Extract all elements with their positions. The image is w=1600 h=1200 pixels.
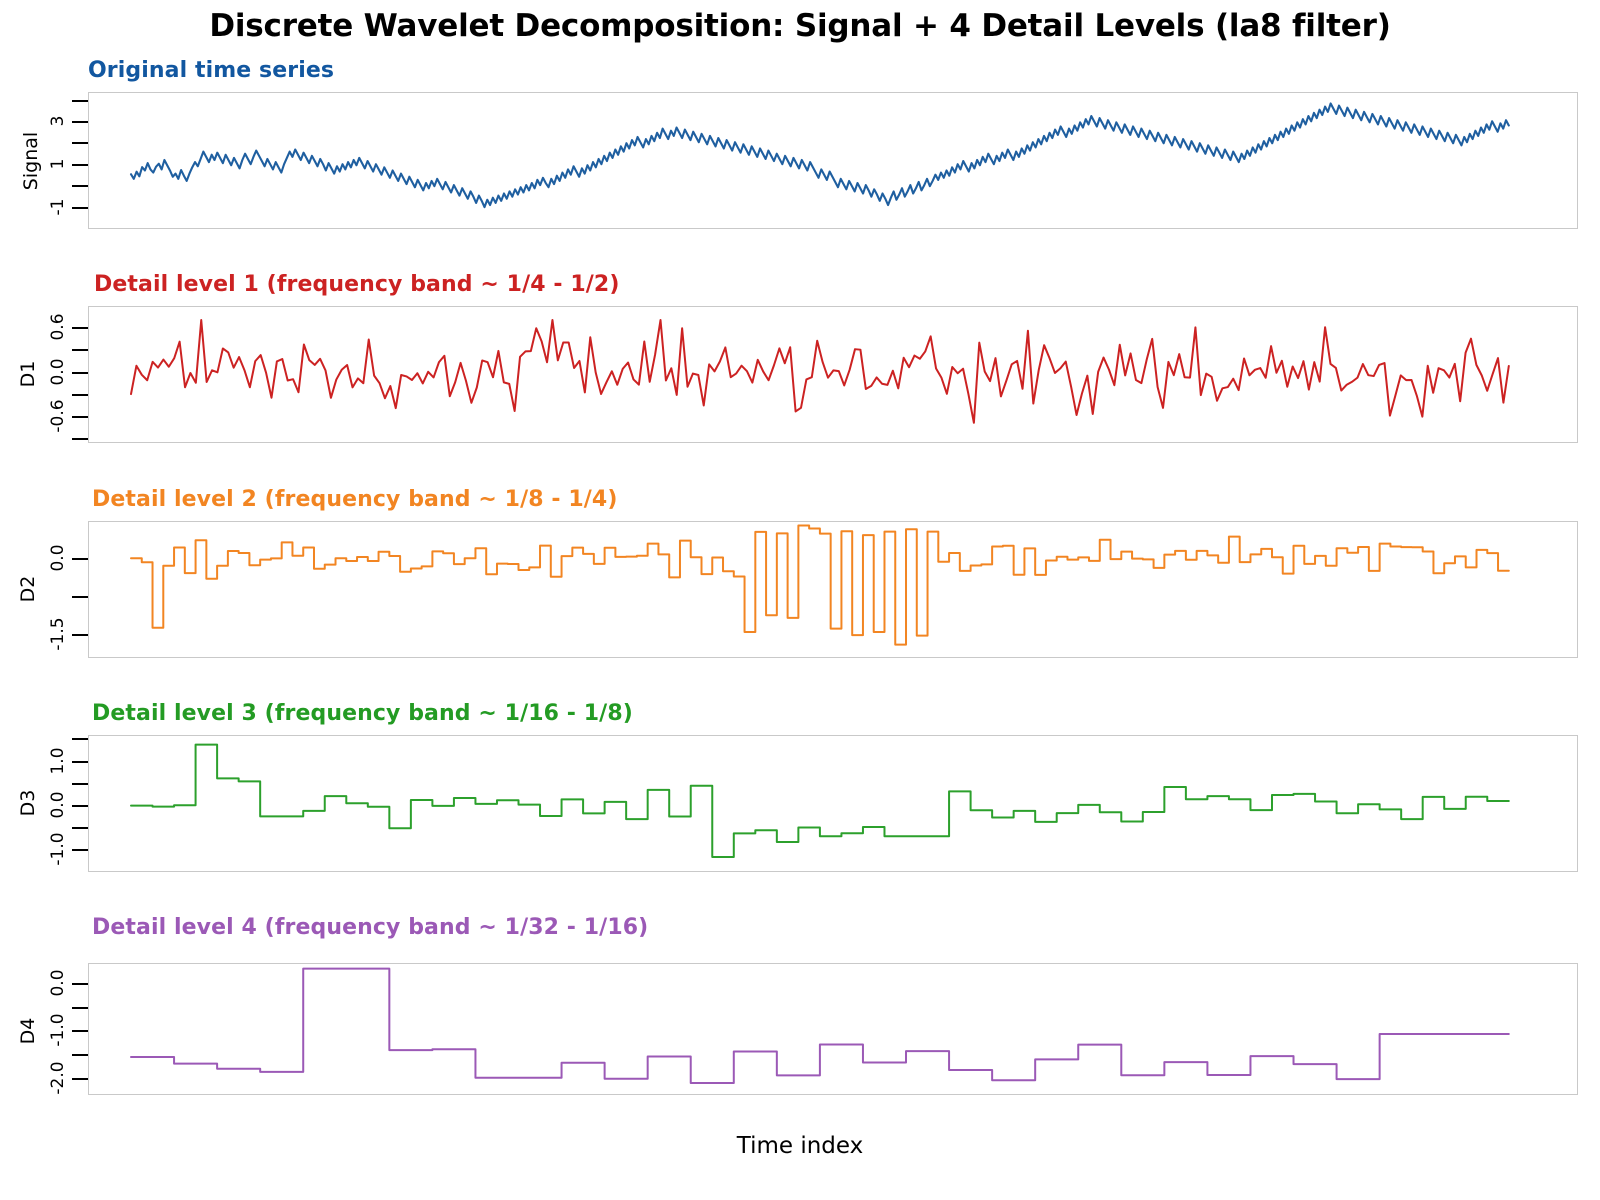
y-tick-mark xyxy=(72,848,88,851)
y-minor-tick-mark xyxy=(72,438,88,441)
panel-d4-ylabel: D4 xyxy=(17,1017,39,1045)
y-tick-label: 0.0 xyxy=(48,544,68,572)
series-line xyxy=(130,524,1510,646)
y-tick-mark xyxy=(72,416,88,419)
panel-d1-title: Detail level 1 (frequency band ~ 1/4 - 1… xyxy=(94,272,620,297)
y-tick-mark xyxy=(72,983,88,986)
panel-d2-plot xyxy=(88,521,1578,658)
y-minor-tick-mark xyxy=(72,782,88,785)
y-tick-mark xyxy=(72,760,88,763)
y-minor-tick-mark xyxy=(72,1053,88,1056)
y-tick-label: -1.5 xyxy=(48,617,68,651)
panel-d3-plot xyxy=(88,735,1578,872)
y-tick-label: 3 xyxy=(48,115,68,127)
y-minor-tick-mark xyxy=(72,826,88,829)
y-minor-tick-mark xyxy=(72,185,88,188)
panel-d3-title: Detail level 3 (frequency band ~ 1/16 - … xyxy=(92,701,633,726)
y-minor-tick-mark xyxy=(72,393,88,396)
panel-signal-title: Original time series xyxy=(88,58,335,83)
y-minor-tick-mark xyxy=(72,142,88,145)
y-minor-tick-mark xyxy=(72,596,88,599)
y-minor-tick-mark xyxy=(72,349,88,352)
panel-d4-title: Detail level 4 (frequency band ~ 1/32 - … xyxy=(92,915,649,940)
panel-d1-plot xyxy=(88,306,1578,443)
y-tick-mark xyxy=(72,206,88,209)
y-tick-label: 0.0 xyxy=(48,969,68,997)
y-minor-tick-mark xyxy=(72,1006,88,1009)
y-tick-mark xyxy=(72,163,88,166)
series-line xyxy=(130,743,1510,859)
y-tick-mark xyxy=(72,327,88,330)
series-line xyxy=(129,102,1510,209)
panel-signal-ylabel: Signal xyxy=(20,131,42,191)
y-tick-mark xyxy=(72,558,88,561)
y-tick-mark xyxy=(72,1077,88,1080)
panel-d3-ylabel: D3 xyxy=(17,789,39,817)
panel-d2-ylabel: D2 xyxy=(17,575,39,603)
y-tick-label: 0.6 xyxy=(48,313,68,341)
y-minor-tick-mark xyxy=(72,738,88,741)
panel-d2-title: Detail level 2 (frequency band ~ 1/8 - 1… xyxy=(92,487,618,512)
panel-d4-plot xyxy=(88,963,1578,1095)
y-tick-mark xyxy=(72,120,88,123)
series-line xyxy=(130,319,1510,424)
page-title: Discrete Wavelet Decomposition: Signal +… xyxy=(209,8,1391,44)
x-axis-label: Time index xyxy=(736,1133,864,1159)
y-tick-mark xyxy=(72,804,88,807)
y-minor-tick-mark xyxy=(72,99,88,102)
panel-d1-ylabel: D1 xyxy=(17,360,39,388)
y-tick-mark xyxy=(72,371,88,374)
y-tick-mark xyxy=(72,1030,88,1033)
panel-signal-plot xyxy=(88,92,1578,229)
y-tick-label: 1.0 xyxy=(48,747,68,775)
y-tick-mark xyxy=(72,634,88,637)
series-line xyxy=(130,967,1510,1084)
